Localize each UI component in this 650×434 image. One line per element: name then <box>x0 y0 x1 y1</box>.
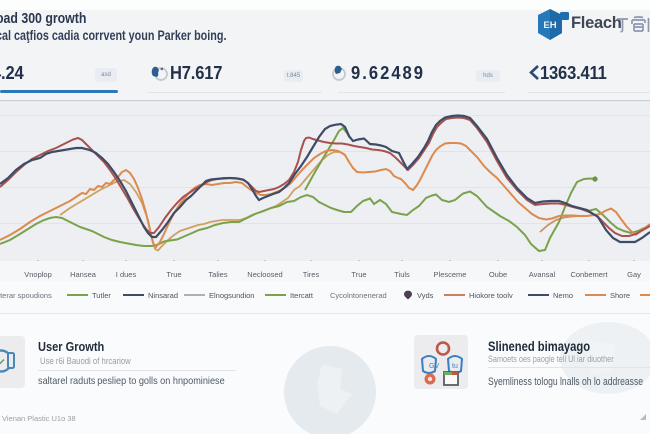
svg-text:EH: EH <box>543 20 556 31</box>
svg-text:tu: tu <box>452 363 458 370</box>
svg-text:GV: GV <box>429 363 439 370</box>
